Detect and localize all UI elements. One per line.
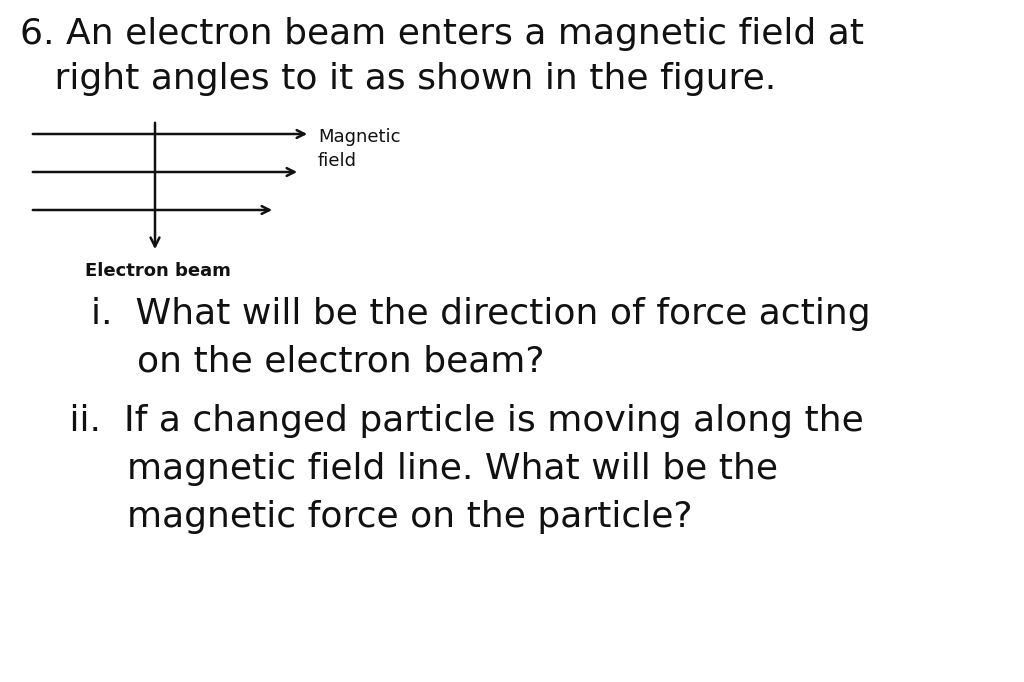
- Text: magnetic field line. What will be the: magnetic field line. What will be the: [35, 452, 778, 486]
- Text: 6. An electron beam enters a magnetic field at: 6. An electron beam enters a magnetic fi…: [20, 17, 864, 51]
- Text: Electron beam: Electron beam: [85, 262, 230, 280]
- Text: ii.  If a changed particle is moving along the: ii. If a changed particle is moving alon…: [35, 404, 864, 438]
- Text: i.  What will be the direction of force acting: i. What will be the direction of force a…: [45, 297, 870, 331]
- Text: field: field: [318, 152, 357, 170]
- Text: Magnetic: Magnetic: [318, 128, 400, 146]
- Text: magnetic force on the particle?: magnetic force on the particle?: [35, 500, 692, 534]
- Text: right angles to it as shown in the figure.: right angles to it as shown in the figur…: [20, 62, 776, 96]
- Text: on the electron beam?: on the electron beam?: [45, 344, 545, 378]
